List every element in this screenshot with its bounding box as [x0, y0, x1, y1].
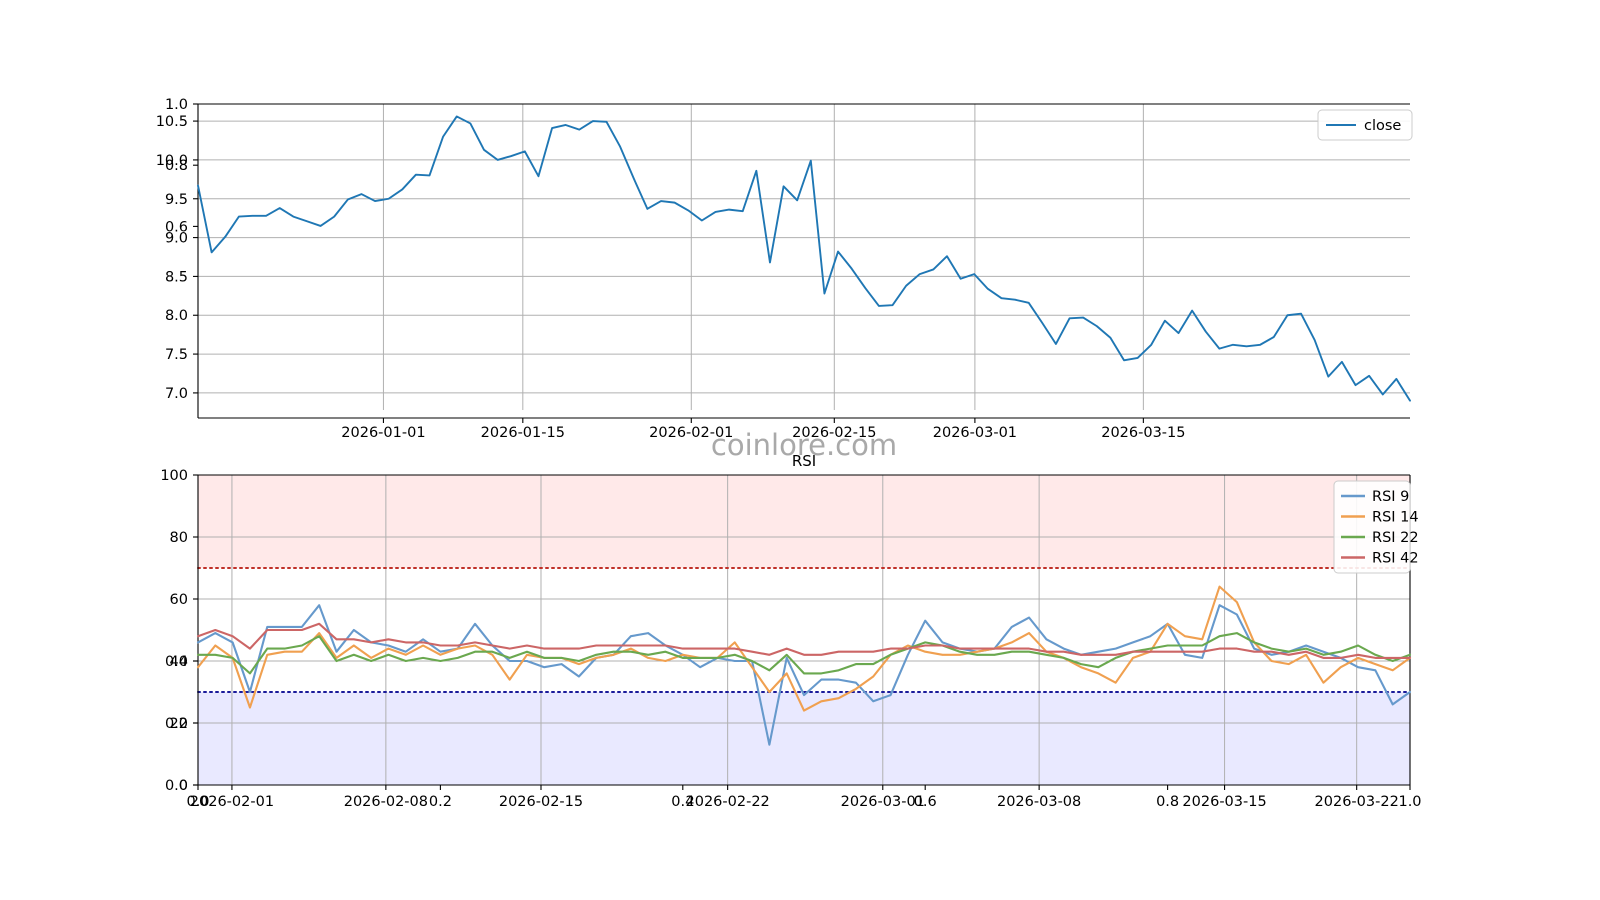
rsi-overlay-x-tick-label: 0.6 [914, 794, 937, 810]
rsi-y-tick-label: 20 [170, 716, 188, 732]
rsi-chart-panel: 0 20 40 60 80 100 0.0 0.2 0.4 2026-02-01 2026-02-0… [0, 440, 1600, 900]
rsi-line-rsi-14 [196, 585, 1412, 712]
rsi-overlay-x-tick-label: 0.8 [1156, 794, 1179, 810]
price-x-tick-label: 2026-02-15 [792, 425, 876, 441]
price-x-tick-label: 2026-02-01 [649, 425, 733, 441]
rsi-oversold-band [198, 692, 1410, 785]
rsi-legend-label-1: RSI 14 [1372, 510, 1419, 526]
price-overlay-y-tick-label: 0.6 [165, 219, 188, 235]
price-y-tick-label: 8.0 [165, 308, 188, 324]
rsi-x-tick-label: 2026-03-08 [997, 794, 1081, 810]
rsi-x-tick-label: 2026-03-01 [841, 794, 925, 810]
rsi-overlay-x-tick-label: 1.0 [1398, 794, 1421, 810]
rsi-overlay-x-axis: 0.0 0.2 0.4 0.6 0.8 1.0 [186, 785, 1422, 810]
rsi-x-tick-label: 2026-03-22 [1315, 794, 1399, 810]
price-x-tick-label: 2026-01-01 [341, 425, 425, 441]
rsi-line-rsi-42 [196, 622, 1412, 659]
price-y-tick-label: 8.5 [165, 269, 188, 285]
rsi-overlay-x-tick-label: 0.0 [186, 794, 209, 810]
rsi-threshold-lines [197, 567, 1411, 693]
price-y-tick-label: 10.5 [156, 114, 188, 130]
rsi-y-tick-label: 80 [170, 530, 188, 546]
price-overlay-y-tick-label: 0.8 [165, 158, 188, 174]
price-y-tick-label: 10.0 [156, 153, 188, 169]
rsi-overlay-y-axis: 0.0 0.2 0.4 [165, 654, 198, 794]
price-overlay-y-tick-label: 1.0 [165, 97, 188, 113]
price-legend-label: close [1364, 118, 1401, 134]
rsi-y-tick-label: 0 [179, 778, 188, 794]
rsi-x-tick-label: 2026-02-01 [190, 794, 274, 810]
rsi-x-tick-label: 2026-03-15 [1182, 794, 1266, 810]
price-overlay-y-axis: 1.0 0.8 0.6 [165, 97, 198, 235]
rsi-line-rsi-9 [196, 604, 1412, 746]
price-y-axis: 10.5 10.0 9.5 9.0 8.5 8.0 7.5 7.0 [156, 114, 198, 402]
price-axis-frame [197, 103, 1410, 419]
price-y-tick-label: 9.5 [165, 192, 188, 208]
rsi-series-group [196, 585, 1412, 746]
price-x-tick-label: 2026-03-01 [933, 425, 1017, 441]
rsi-legend[interactable]: RSI 9 RSI 14 RSI 22 RSI 42 [1333, 480, 1419, 574]
price-legend[interactable]: close [1317, 109, 1413, 141]
rsi-y-tick-label: 60 [170, 592, 188, 608]
rsi-legend-box [1333, 480, 1411, 574]
rsi-x-axis: 2026-02-01 2026-02-08 2026-02-15 2026-02-22… [190, 785, 1399, 810]
rsi-x-tick-label: 2026-02-08 [344, 794, 428, 810]
price-line-close [197, 115, 1411, 402]
rsi-overlay-x-tick-label: 0.2 [429, 794, 452, 810]
rsi-threshold-bands [198, 475, 1410, 785]
price-y-tick-label: 7.5 [165, 347, 188, 363]
price-x-axis: 2026-01-01 2026-01-15 2026-02-01 2026-02-15… [341, 418, 1186, 441]
price-x-tick-label: 2026-03-15 [1101, 425, 1185, 441]
rsi-y-tick-label: 40 [170, 654, 188, 670]
rsi-line-rsi-22 [196, 632, 1412, 675]
rsi-overlay-x-tick-label: 0.4 [671, 794, 694, 810]
rsi-overlay-y-tick-label: 0.2 [165, 716, 188, 732]
price-y-tick-label: 7.0 [165, 386, 188, 402]
rsi-overlay-y-tick-label: 0.4 [165, 654, 188, 670]
rsi-x-tick-label: 2026-02-15 [499, 794, 583, 810]
rsi-legend-label-0: RSI 9 [1372, 489, 1409, 505]
rsi-legend-label-3: RSI 42 [1372, 551, 1419, 567]
rsi-overbought-band [198, 475, 1410, 568]
price-chart-svg: 10.5 10.0 9.5 9.0 8.5 8.0 7.5 7.0 1.0 0.8 0.6 2026-… [156, 97, 1413, 441]
price-chart-panel: 10.5 10.0 9.5 9.0 8.5 8.0 7.5 7.0 1.0 0.8 0.6 2026-… [156, 97, 1413, 441]
rsi-gridlines [198, 474, 1410, 786]
rsi-panel-title: RSI [792, 452, 816, 470]
price-series-group [197, 115, 1411, 402]
rsi-y-axis: 0 20 40 60 80 100 [160, 468, 198, 794]
rsi-legend-label-2: RSI 22 [1372, 530, 1419, 546]
rsi-x-tick-label: 2026-02-22 [686, 794, 770, 810]
rsi-y-tick-label: 100 [160, 468, 188, 484]
price-gridlines [198, 104, 1410, 410]
price-y-tick-label: 9.0 [165, 231, 188, 247]
price-x-tick-label: 2026-01-15 [481, 425, 565, 441]
rsi-overlay-y-tick-label: 0.0 [165, 778, 188, 794]
price-legend-box [1317, 109, 1413, 141]
